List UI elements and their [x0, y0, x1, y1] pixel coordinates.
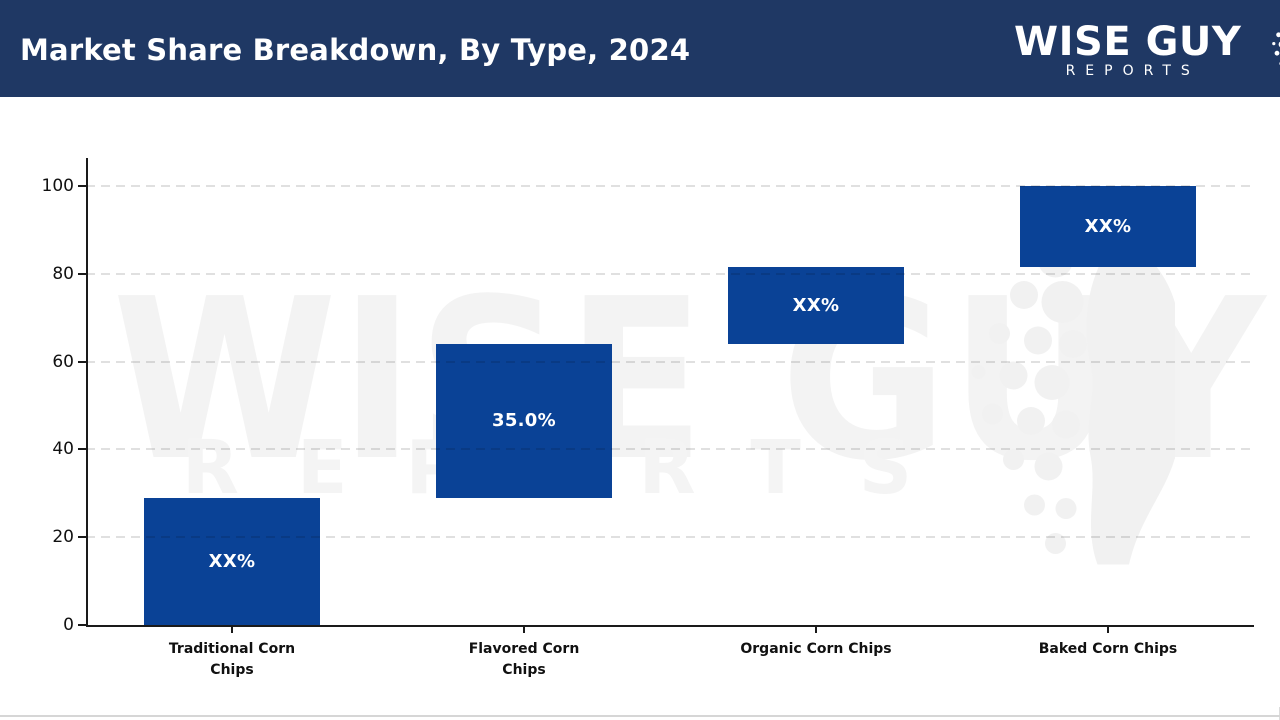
- logo-text: WISE GUY REPORTS: [1014, 21, 1241, 79]
- category-label-2: Flavored Corn Chips: [468, 641, 580, 678]
- bar-value-label-3: XX%: [792, 295, 840, 317]
- category-label-1: Traditional Corn Chips: [168, 641, 296, 678]
- gridline-60: [86, 360, 1254, 363]
- x-tick-4: [1107, 625, 1109, 633]
- x-tick-3: [815, 625, 817, 633]
- category-label-3: Organic Corn Chips: [740, 641, 892, 657]
- page-title: Market Share Breakdown, By Type, 2024: [20, 33, 691, 67]
- bar-2: 35.0%: [436, 344, 612, 498]
- bar-value-label-1: XX%: [208, 550, 256, 572]
- y-tick-label-100: 100: [41, 176, 74, 196]
- y-tick-label-60: 60: [52, 351, 74, 372]
- y-tick-label-40: 40: [52, 439, 74, 460]
- bottom-rule: [0, 715, 1280, 717]
- logo: WISE GUY REPORTS: [1014, 8, 1280, 92]
- x-tick-1: [231, 625, 233, 633]
- bar-4: XX%: [1020, 186, 1196, 268]
- y-tick-label-0: 0: [63, 615, 74, 635]
- header: Market Share Breakdown, By Type, 2024 WI…: [0, 0, 1280, 97]
- x-tick-2: [523, 625, 525, 633]
- y-tick-40: [78, 448, 87, 451]
- bar-value-label-2: 35.0%: [492, 410, 556, 432]
- category-label-4: Baked Corn Chips: [1038, 641, 1178, 657]
- gridline-80: [86, 272, 1254, 275]
- logo-wordmark: WISE GUY: [1014, 19, 1242, 65]
- y-tick-0: [78, 624, 87, 626]
- bar-1: XX%: [144, 497, 320, 625]
- x-axis: [86, 625, 1254, 627]
- y-tick-60: [78, 360, 87, 363]
- gridline-40: [86, 448, 1254, 451]
- chart-area: WISE GUY REPORTS 020406080100XX%Traditio…: [0, 97, 1280, 707]
- y-axis: [86, 158, 88, 625]
- gridline-100: [86, 185, 1254, 187]
- y-tick-20: [78, 536, 87, 539]
- logo-subtitle: REPORTS: [1065, 63, 1200, 79]
- logo-head-icon: [1272, 32, 1280, 65]
- y-tick-100: [78, 185, 87, 187]
- bar-value-label-4: XX%: [1084, 216, 1132, 238]
- gridline-20: [86, 536, 1254, 539]
- y-tick-80: [78, 272, 87, 275]
- y-tick-label-80: 80: [52, 263, 74, 284]
- y-tick-label-20: 20: [52, 527, 74, 548]
- bar-3: XX%: [728, 267, 904, 345]
